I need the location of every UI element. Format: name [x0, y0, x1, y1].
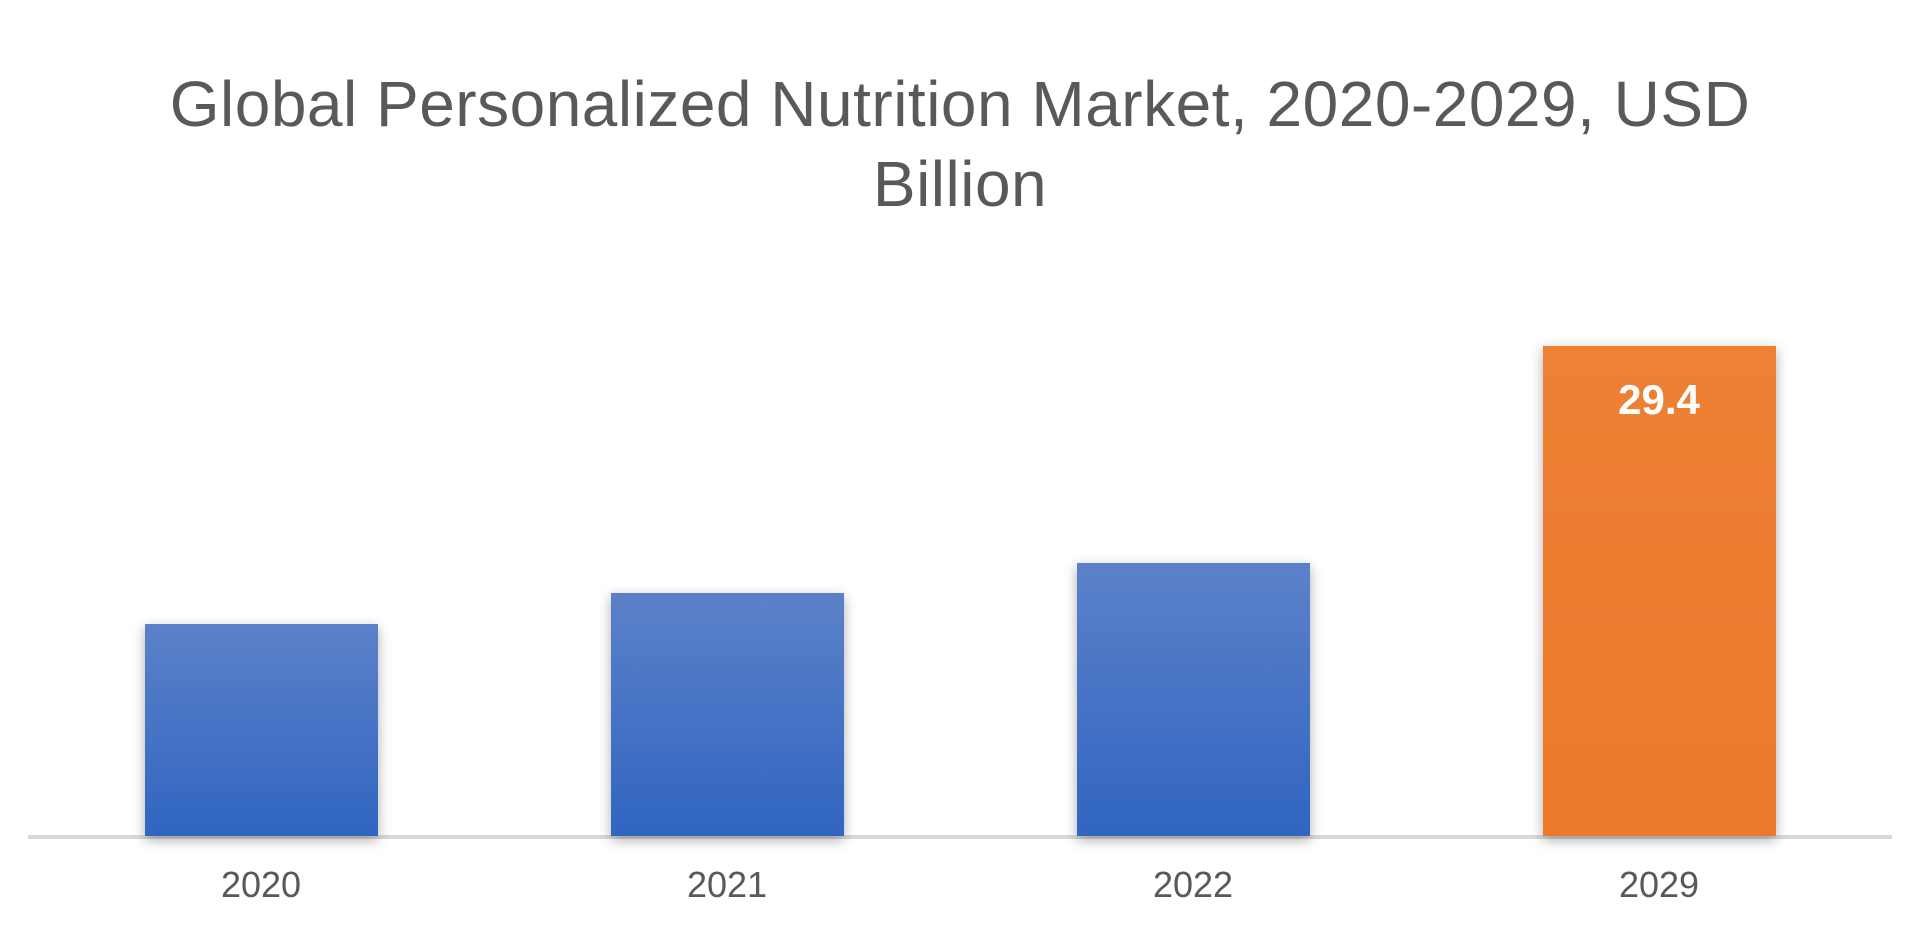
bar-slot-2022 — [960, 216, 1426, 836]
plot-area: 29.4 — [28, 216, 1892, 836]
bar-data-label-2020 — [145, 624, 378, 654]
bar-slot-2020 — [28, 216, 494, 836]
x-axis-label-2020: 2020 — [220, 864, 302, 905]
x-axis-line — [28, 835, 1892, 839]
x-axis-labels: 2020 2021 2022 2029 — [28, 864, 1892, 906]
bar-slot-2029: 29.4 — [1426, 216, 1892, 836]
x-axis-label-2022: 2022 — [1152, 864, 1234, 905]
x-axis-label-2029: 2029 — [1618, 864, 1700, 905]
chart-title-line2: Billion — [872, 148, 1048, 220]
chart-title-line1: Global Personalized Nutrition Market, 20… — [169, 68, 1751, 140]
bar-2020 — [144, 624, 378, 836]
bar-2022 — [1076, 563, 1310, 836]
bar-data-label-2022 — [1077, 563, 1310, 593]
bar-slot-2021 — [494, 216, 960, 836]
bar-2021 — [610, 593, 844, 836]
bar-data-label-2021 — [611, 593, 844, 623]
bar-data-label-2029: 29.4 — [1618, 376, 1700, 423]
chart-title: Global Personalized Nutrition Market, 20… — [0, 64, 1920, 224]
x-axis-label-2021: 2021 — [686, 864, 768, 905]
bar-2029: 29.4 — [1542, 346, 1776, 836]
